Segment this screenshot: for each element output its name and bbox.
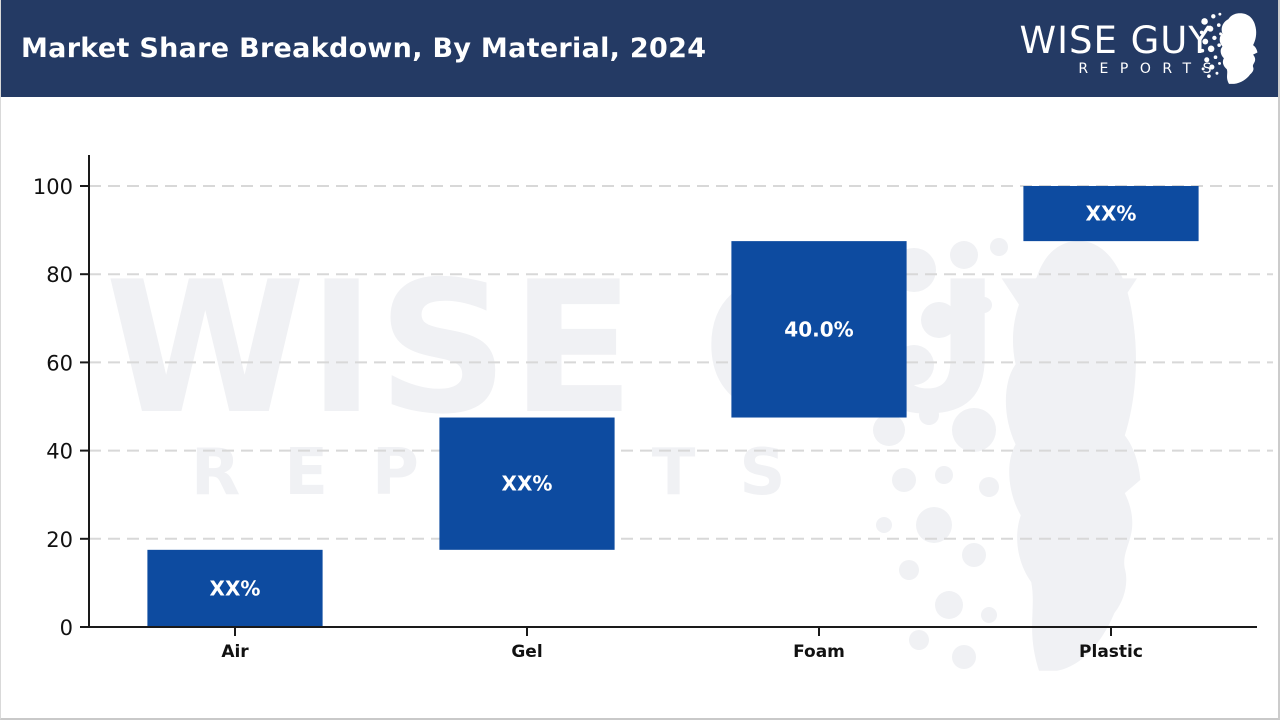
y-tick-label-100: 100 [33, 175, 73, 199]
head-dot [952, 645, 976, 669]
head-dot [1216, 22, 1221, 27]
logo-subtitle: REPORTS [1078, 60, 1223, 77]
bar-label-Gel: XX% [502, 472, 553, 496]
head-dot [950, 241, 978, 269]
head-dot [952, 408, 996, 452]
head-dot [990, 238, 1008, 256]
head-dot [952, 363, 976, 387]
category-label-Foam: Foam [793, 642, 845, 662]
bar-label-Foam: 40.0% [784, 317, 853, 341]
wise-guy-reports-logo: WISE GUY REPORTS [1020, 9, 1260, 89]
head-dot [1218, 12, 1222, 16]
head-dot [1218, 61, 1221, 65]
category-label-Air: Air [221, 642, 249, 662]
bar-Gel [439, 417, 615, 550]
y-tick-label-60: 60 [46, 351, 73, 375]
head-dot [1217, 42, 1221, 47]
head-dot [916, 507, 952, 543]
logo-head-profile-icon [1199, 12, 1258, 84]
head-dot [1209, 64, 1215, 70]
face-silhouette [1219, 12, 1258, 84]
head-dot [1213, 54, 1218, 59]
head-dot [935, 591, 963, 619]
head-dot [1207, 45, 1215, 52]
category-label-Plastic: Plastic [1079, 642, 1143, 662]
head-dot [981, 607, 997, 623]
bar-chart: XX% XX% 40.0% XX% 0 20 40 60 80 100 Air Gel Foam Plas… [33, 155, 1273, 662]
bar-Plastic [1023, 186, 1199, 242]
y-tick-label-0: 0 [60, 616, 73, 640]
head-dot [1201, 66, 1205, 70]
bar-label-Air: XX% [210, 576, 261, 600]
header-bar: Market Share Breakdown, By Material, 202… [1, 0, 1278, 97]
logo-wordmark: WISE GUY [1019, 18, 1212, 62]
head-dot [909, 630, 929, 650]
head-dot [1211, 13, 1216, 19]
y-tick-label-80: 80 [46, 263, 73, 287]
head-dot [1207, 73, 1211, 78]
head-dot [1200, 48, 1205, 52]
head-dot [1215, 71, 1219, 75]
head-dot [921, 302, 957, 338]
head-dot [1204, 56, 1210, 62]
watermark-wordmark: WISE GUY [105, 242, 1138, 454]
head-dot [979, 477, 999, 497]
chart-area: WISE GUY REPORTS XX%XX%40.0%XX%020406080… [1, 97, 1278, 718]
bar-Foam [731, 241, 907, 418]
page-title: Market Share Breakdown, By Material, 202… [21, 33, 707, 64]
head-dot [1212, 35, 1217, 40]
head-dot [876, 517, 892, 533]
head-dot [873, 414, 905, 446]
head-dot [1207, 25, 1214, 32]
bar-Air [147, 549, 323, 627]
category-label-Gel: Gel [511, 642, 542, 662]
bar-label-Plastic: XX% [1086, 202, 1137, 226]
head-dot [1199, 30, 1204, 34]
head-dot [919, 405, 939, 425]
head-dot [962, 543, 986, 567]
logo-text: WISE GUY REPORTS [1020, 22, 1212, 76]
head-dot [892, 468, 916, 492]
head-dot [935, 466, 953, 484]
y-tick-label-40: 40 [46, 440, 73, 464]
y-tick-label-20: 20 [46, 528, 73, 552]
head-dot [1202, 38, 1209, 44]
head-dot [1201, 17, 1208, 25]
head-dot [976, 297, 992, 313]
face-silhouette [1005, 240, 1141, 671]
head-dot [899, 560, 919, 580]
